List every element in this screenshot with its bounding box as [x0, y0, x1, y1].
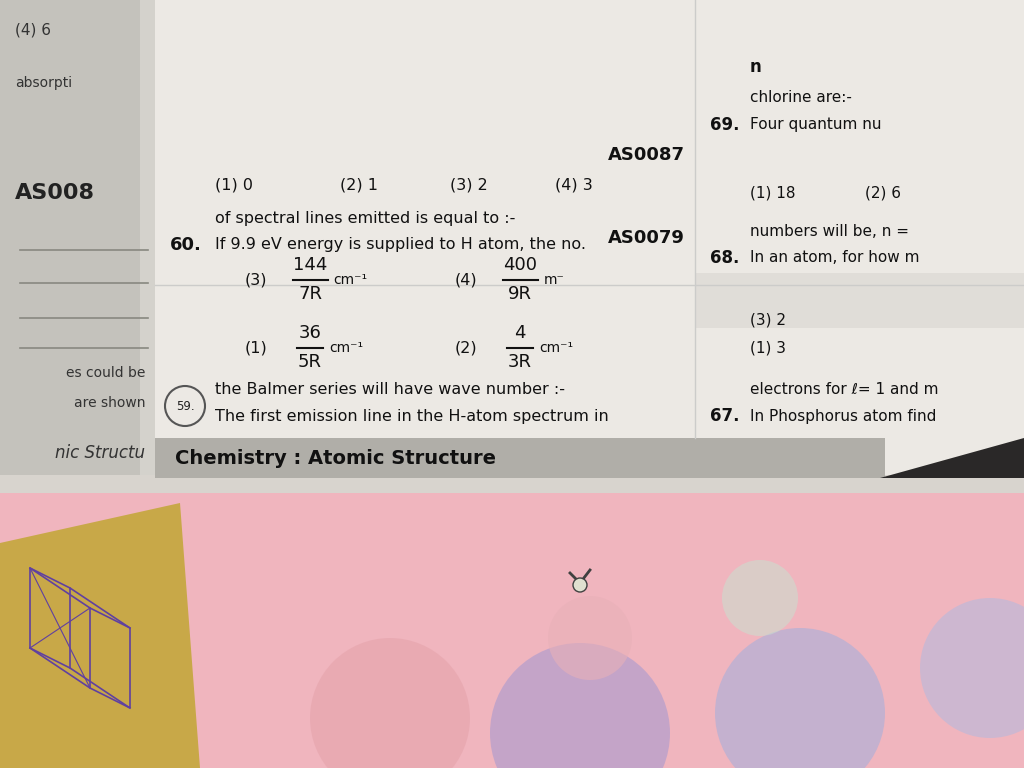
Text: Four quantum nu: Four quantum nu	[750, 118, 882, 133]
Bar	[0, 0, 1024, 483]
Text: 400: 400	[503, 256, 537, 274]
Bar	[155, 438, 885, 478]
Bar	[0, 0, 155, 483]
Text: 5R: 5R	[298, 353, 322, 371]
Circle shape	[165, 386, 205, 426]
Text: 69.: 69.	[710, 116, 739, 134]
Text: (3): (3)	[245, 273, 267, 287]
Text: cm⁻¹: cm⁻¹	[334, 273, 368, 287]
Text: (4) 6: (4) 6	[15, 22, 51, 38]
Text: 3R: 3R	[508, 353, 532, 371]
Text: 36: 36	[299, 324, 322, 342]
Text: are shown: are shown	[74, 396, 145, 410]
Text: 59.: 59.	[176, 399, 195, 412]
Text: (2) 6: (2) 6	[865, 186, 901, 200]
Text: nic Structu: nic Structu	[55, 444, 145, 462]
Polygon shape	[0, 503, 200, 768]
Text: If 9.9 eV energy is supplied to H atom, the no.: If 9.9 eV energy is supplied to H atom, …	[215, 237, 586, 253]
Bar	[695, 273, 1024, 328]
Text: 4: 4	[514, 324, 525, 342]
Circle shape	[310, 638, 470, 768]
Text: AS008: AS008	[15, 183, 95, 203]
Text: 7R: 7R	[298, 285, 322, 303]
Text: 68.: 68.	[710, 249, 739, 267]
Text: In Phosphorus atom find: In Phosphorus atom find	[750, 409, 936, 423]
Text: absorpti: absorpti	[15, 76, 72, 90]
Text: n: n	[750, 58, 762, 76]
Text: (3) 2: (3) 2	[450, 177, 487, 193]
Text: chlorine are:-: chlorine are:-	[750, 91, 852, 105]
Text: (1) 0: (1) 0	[215, 177, 253, 193]
Text: the Balmer series will have wave number :-: the Balmer series will have wave number …	[215, 382, 565, 398]
Text: AS0087: AS0087	[608, 146, 685, 164]
Circle shape	[715, 628, 885, 768]
Text: Chemistry : Atomic Structure: Chemistry : Atomic Structure	[175, 449, 496, 468]
Text: (1): (1)	[245, 340, 267, 356]
Text: (4) 3: (4) 3	[555, 177, 593, 193]
Polygon shape	[880, 438, 1024, 478]
Text: of spectral lines emitted is equal to :-: of spectral lines emitted is equal to :-	[215, 210, 515, 226]
Text: cm⁻¹: cm⁻¹	[539, 341, 573, 355]
Text: 144: 144	[293, 256, 328, 274]
Text: (4): (4)	[455, 273, 477, 287]
Text: 9R: 9R	[508, 285, 532, 303]
Bar	[0, 483, 1024, 768]
Bar	[0, 475, 1024, 493]
Circle shape	[573, 578, 587, 592]
Circle shape	[548, 596, 632, 680]
Text: numbers will be, n =: numbers will be, n =	[750, 224, 909, 240]
Circle shape	[490, 643, 670, 768]
Text: 67.: 67.	[710, 407, 739, 425]
Bar	[140, 0, 155, 483]
Text: (2) 1: (2) 1	[340, 177, 378, 193]
Circle shape	[722, 560, 798, 636]
Text: 60.: 60.	[170, 236, 202, 254]
Text: AS0079: AS0079	[608, 229, 685, 247]
Text: The first emission line in the H-atom spectrum in: The first emission line in the H-atom sp…	[215, 409, 608, 423]
Text: cm⁻¹: cm⁻¹	[329, 341, 364, 355]
Text: m⁻: m⁻	[544, 273, 564, 287]
Circle shape	[920, 598, 1024, 738]
Text: (1) 18: (1) 18	[750, 186, 796, 200]
Text: es could be: es could be	[66, 366, 145, 380]
Text: In an atom, for how m: In an atom, for how m	[750, 250, 920, 266]
Text: (3) 2: (3) 2	[750, 313, 786, 327]
Text: (1) 3: (1) 3	[750, 340, 786, 356]
Text: (2): (2)	[455, 340, 477, 356]
Text: electrons for ℓ= 1 and m: electrons for ℓ= 1 and m	[750, 382, 939, 398]
